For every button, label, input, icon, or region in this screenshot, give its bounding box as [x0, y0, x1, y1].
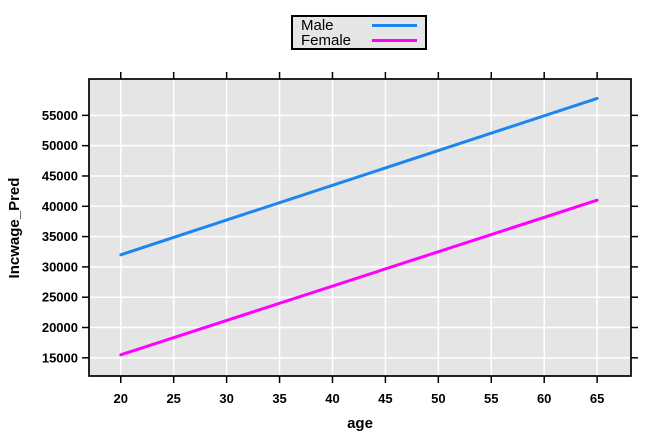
x-tick-label: 35 — [272, 391, 286, 406]
series-line-male — [119, 96, 599, 257]
y-tick-label: 35000 — [42, 229, 78, 244]
legend-label: Female — [301, 32, 352, 49]
x-tick-label: 60 — [537, 391, 551, 406]
series-line-female — [119, 198, 599, 357]
y-tick-label: 25000 — [42, 290, 78, 305]
tick-mark-layer — [82, 72, 638, 383]
x-tick-label: 30 — [219, 391, 233, 406]
y-tick-label: 20000 — [42, 320, 78, 335]
y-tick-label: 15000 — [42, 350, 78, 365]
y-tick-label: 45000 — [42, 168, 78, 183]
x-axis-label: age — [347, 415, 373, 432]
x-tick-label: 65 — [590, 391, 604, 406]
legend-box: Male Female — [291, 15, 427, 50]
legend-label: Male — [301, 17, 334, 34]
tick-label-layer: 20 25 30 35 40 45 50 55 60 65 15000 20000 25000 30000… — [42, 108, 605, 406]
x-tick-label: 55 — [484, 391, 498, 406]
legend-line-swatch — [372, 39, 417, 42]
series-layer — [119, 96, 599, 357]
y-tick-label: 55000 — [42, 108, 78, 123]
x-tick-label: 25 — [166, 391, 180, 406]
x-tick-label: 40 — [325, 391, 339, 406]
y-tick-label: 50000 — [42, 138, 78, 153]
plot-frame — [88, 78, 632, 377]
x-tick-label: 20 — [114, 391, 128, 406]
x-tick-label: 45 — [378, 391, 392, 406]
y-axis-label: Incwage_Pred — [6, 178, 23, 279]
plot-frame-layer — [88, 78, 632, 377]
legend-entry-male: Male — [301, 18, 417, 33]
plot-panel — [89, 79, 631, 376]
y-tick-label: 40000 — [42, 199, 78, 214]
legend-entry-female: Female — [301, 33, 417, 48]
plot-panel-layer — [89, 79, 631, 376]
x-tick-label: 50 — [431, 391, 445, 406]
y-tick-label: 30000 — [42, 259, 78, 274]
legend-line-swatch — [372, 24, 417, 27]
